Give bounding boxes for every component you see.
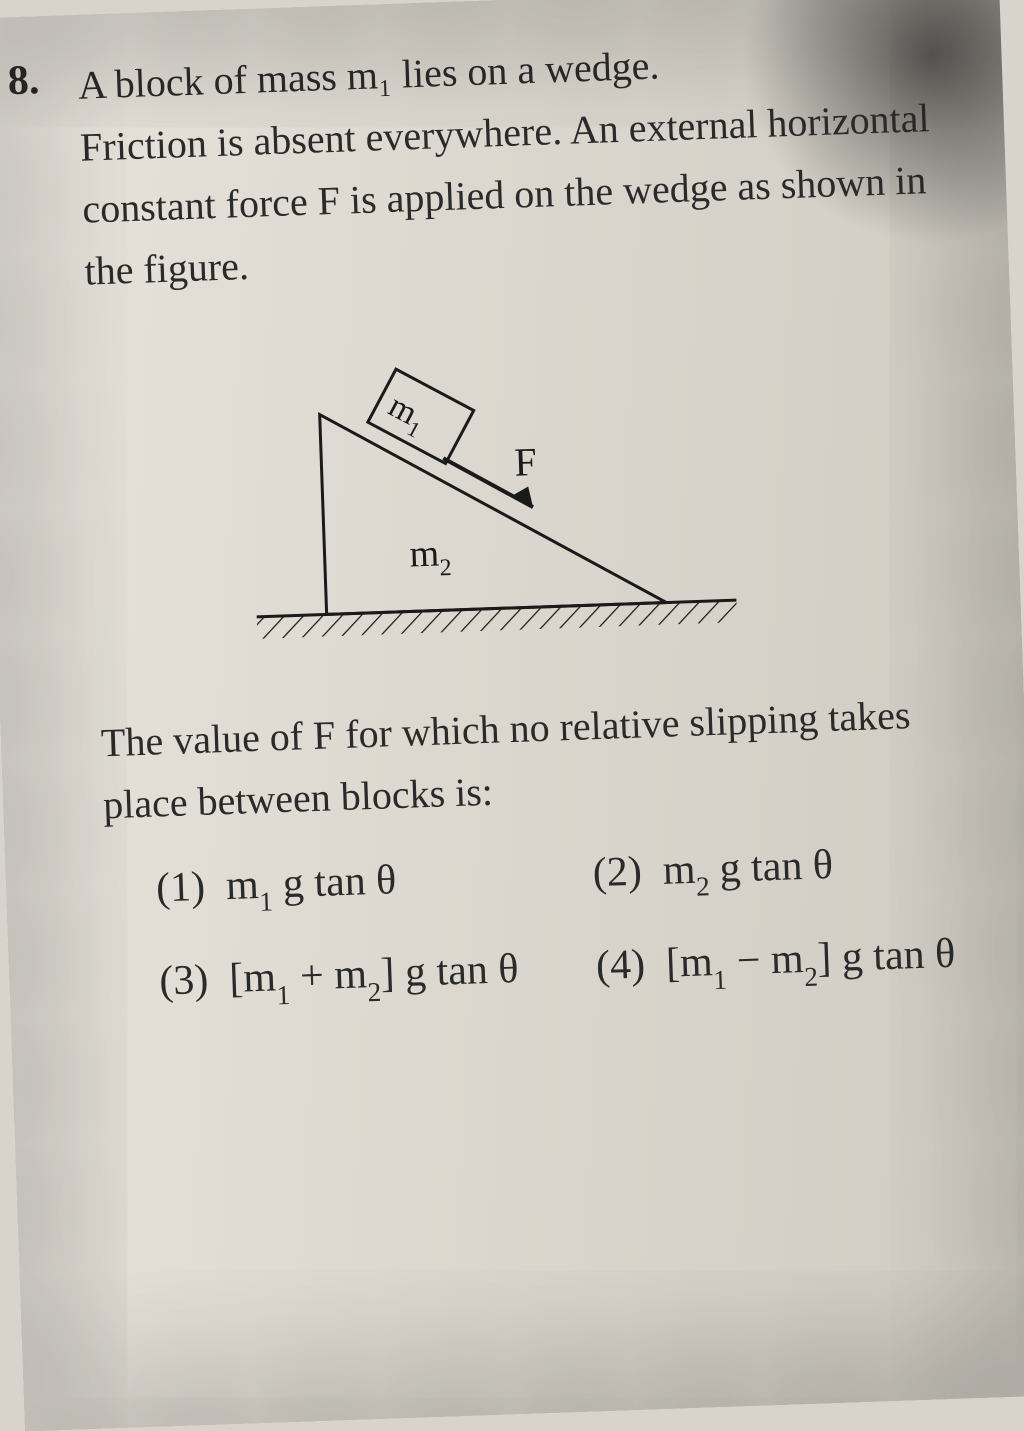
m2-label: m2 (409, 532, 452, 582)
option-4: (4) [m1 − m2] g tan θ (595, 929, 994, 996)
option-2: (2) m2 g tan θ (592, 835, 991, 902)
wedge-svg: m2 m1 F (227, 330, 758, 668)
page-scan: 8. A block of mass m₁ lies on a wedge. F… (0, 0, 1024, 1431)
wedge-figure: m2 m1 F (227, 330, 758, 668)
option-3: (3) [m1 + m2] g tan θ (159, 944, 558, 1011)
option-1: (1) m1 g tan θ (155, 851, 554, 918)
ground-hatch (257, 600, 737, 639)
wedge-triangle (320, 403, 667, 615)
question-block: 8. A block of mass m₁ lies on a wedge. F… (37, 24, 994, 1014)
svg-text:F: F (514, 439, 538, 485)
options-grid: (1) m1 g tan θ (2) m2 g tan θ (3) [m1 + … (155, 835, 994, 1011)
force-arrow: F (443, 439, 541, 510)
question-number: 8. (7, 56, 40, 105)
